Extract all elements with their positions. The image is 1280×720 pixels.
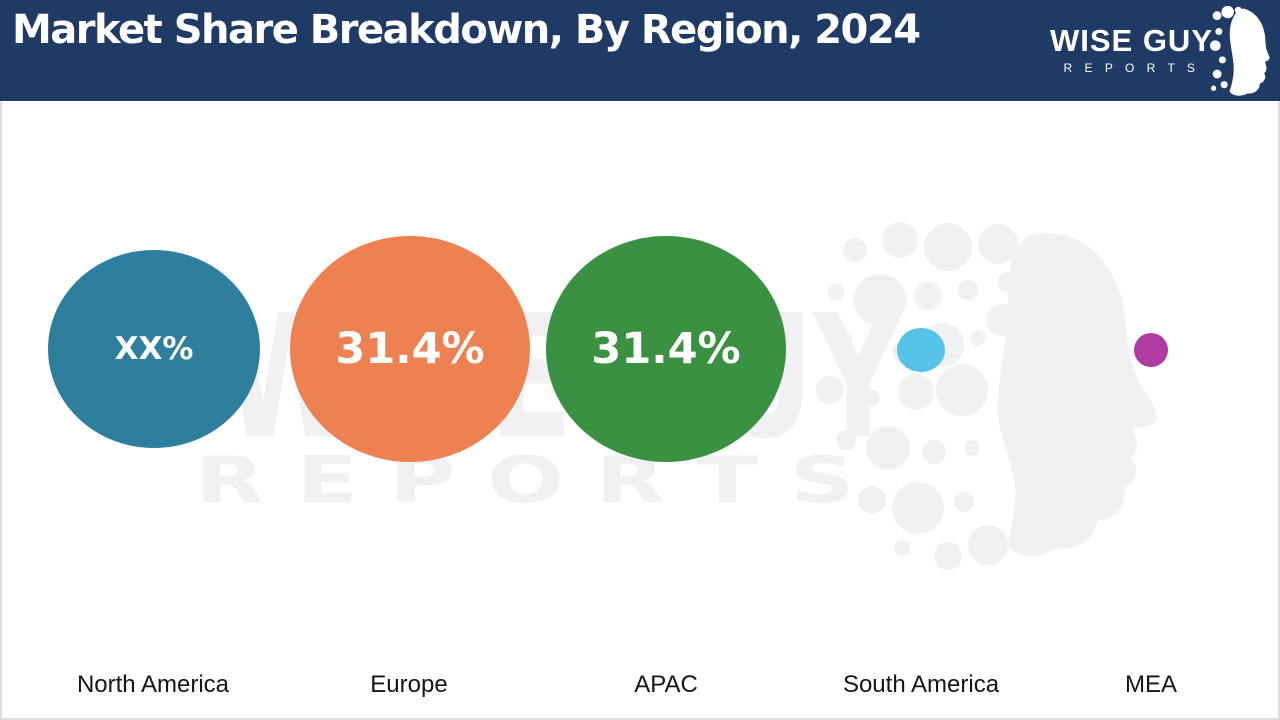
bubble-value-label: 31.4% — [591, 324, 741, 374]
logo-wordmark: WISE GUY — [1049, 23, 1213, 58]
brand-logo: WISE GUY R E P O R T S — [1012, 0, 1272, 101]
bubble-north-america: XX% — [48, 250, 260, 448]
bubble-apac: 31.4% — [546, 236, 786, 462]
bubble-south-america — [897, 328, 945, 372]
bubble-value-label: XX% — [114, 331, 194, 367]
bubble-europe: 31.4% — [290, 236, 530, 462]
logo-subtext: R E P O R T S — [1063, 60, 1200, 75]
category-label-europe: Europe — [370, 671, 448, 698]
wiseguy-head-icon — [1210, 6, 1270, 96]
category-label-apac: APAC — [634, 671, 698, 698]
category-label-south-america: South America — [842, 671, 1000, 698]
bubble-value-label: 31.4% — [335, 324, 485, 374]
bubble-mea — [1134, 333, 1168, 367]
category-label-north-america: North America — [76, 671, 230, 698]
wiseguy-head-watermark — [816, 222, 1157, 570]
page-title: Market Share Breakdown, By Region, 2024 — [12, 7, 921, 53]
watermark-subtext: R E P O R T S — [195, 444, 855, 518]
category-label-mea: MEA — [1124, 671, 1177, 698]
logo-text: WISE GUY R E P O R T S — [1049, 23, 1213, 75]
header-bar: Market Share Breakdown, By Region, 2024 … — [0, 0, 1280, 101]
